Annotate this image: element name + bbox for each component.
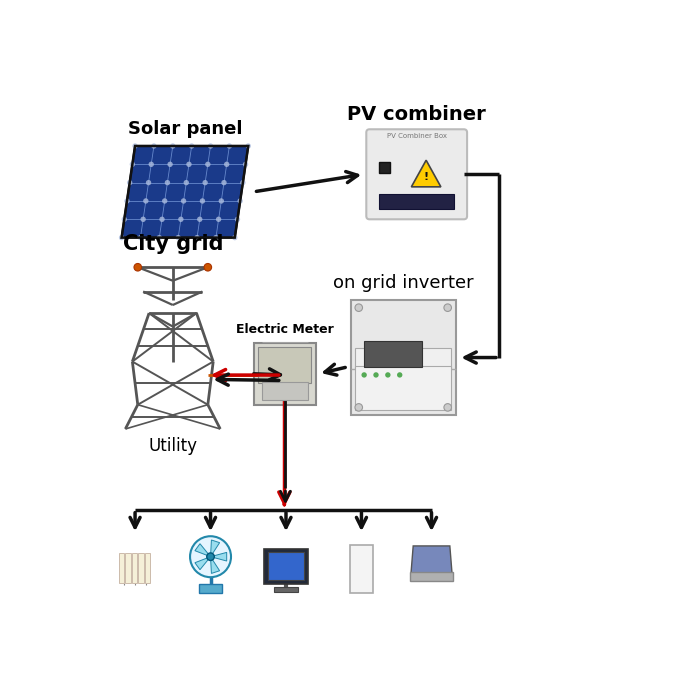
Bar	[349, 545, 373, 594]
Bar	[410, 572, 453, 582]
Text: PV Combiner Box: PV Combiner Box	[386, 133, 447, 139]
Circle shape	[199, 198, 205, 204]
Circle shape	[157, 235, 162, 240]
Circle shape	[162, 198, 167, 204]
Circle shape	[176, 235, 181, 240]
Bar	[379, 194, 454, 209]
Circle shape	[204, 263, 211, 271]
Bar	[119, 553, 125, 582]
Circle shape	[361, 372, 367, 377]
Text: on grid inverter: on grid inverter	[333, 274, 473, 291]
Circle shape	[195, 235, 200, 240]
Circle shape	[170, 144, 176, 148]
Circle shape	[167, 162, 173, 167]
Bar	[199, 584, 223, 594]
Circle shape	[234, 216, 240, 222]
Polygon shape	[195, 544, 211, 556]
Polygon shape	[411, 546, 452, 573]
Circle shape	[206, 553, 214, 561]
Circle shape	[127, 180, 132, 186]
Circle shape	[144, 198, 148, 204]
Circle shape	[190, 536, 231, 578]
Circle shape	[202, 180, 208, 186]
Circle shape	[205, 162, 211, 167]
Text: City grid: City grid	[122, 234, 223, 254]
Circle shape	[240, 180, 246, 186]
Polygon shape	[412, 160, 441, 187]
Circle shape	[237, 198, 243, 204]
Bar	[379, 162, 390, 173]
Text: Electric Meter: Electric Meter	[236, 323, 333, 336]
Bar	[274, 587, 298, 592]
Circle shape	[246, 144, 251, 148]
Bar	[253, 343, 316, 405]
Bar	[145, 553, 150, 582]
Circle shape	[141, 216, 146, 222]
Polygon shape	[211, 552, 227, 561]
Text: Solar panel: Solar panel	[127, 120, 242, 138]
Circle shape	[164, 180, 170, 186]
Text: PV combiner: PV combiner	[347, 106, 486, 125]
Bar	[364, 342, 422, 367]
Bar	[351, 300, 456, 416]
Circle shape	[355, 404, 363, 411]
Bar	[139, 553, 143, 582]
Circle shape	[355, 304, 363, 312]
Circle shape	[146, 180, 151, 186]
Text: Utility: Utility	[148, 437, 197, 455]
Circle shape	[218, 198, 224, 204]
Bar	[267, 552, 304, 580]
Circle shape	[119, 235, 125, 240]
Circle shape	[208, 144, 213, 148]
Circle shape	[160, 216, 164, 222]
Polygon shape	[211, 556, 220, 573]
Circle shape	[216, 216, 221, 222]
FancyBboxPatch shape	[366, 130, 467, 219]
Bar	[125, 553, 131, 582]
Circle shape	[444, 304, 452, 312]
Circle shape	[125, 198, 130, 204]
Circle shape	[397, 372, 402, 377]
Circle shape	[214, 235, 218, 240]
Circle shape	[189, 144, 195, 148]
Circle shape	[221, 180, 227, 186]
Circle shape	[186, 162, 192, 167]
Circle shape	[227, 144, 232, 148]
Circle shape	[151, 144, 157, 148]
Text: !: !	[424, 172, 428, 182]
Bar	[262, 382, 307, 400]
Bar	[355, 349, 452, 369]
Circle shape	[385, 372, 391, 377]
Circle shape	[444, 404, 452, 411]
Bar	[355, 366, 452, 410]
Polygon shape	[211, 540, 220, 557]
Circle shape	[122, 216, 127, 222]
Circle shape	[243, 162, 248, 167]
Circle shape	[181, 198, 186, 204]
Circle shape	[183, 180, 189, 186]
Bar	[132, 553, 137, 582]
Polygon shape	[195, 556, 211, 570]
Circle shape	[132, 144, 138, 148]
Circle shape	[197, 216, 202, 222]
Circle shape	[138, 235, 144, 240]
Circle shape	[178, 216, 183, 222]
Polygon shape	[122, 146, 248, 237]
Bar	[265, 549, 307, 584]
Circle shape	[224, 162, 230, 167]
Circle shape	[130, 162, 135, 167]
Circle shape	[134, 263, 141, 271]
Circle shape	[232, 235, 237, 240]
Circle shape	[148, 162, 154, 167]
Circle shape	[373, 372, 379, 377]
Bar	[258, 347, 312, 383]
